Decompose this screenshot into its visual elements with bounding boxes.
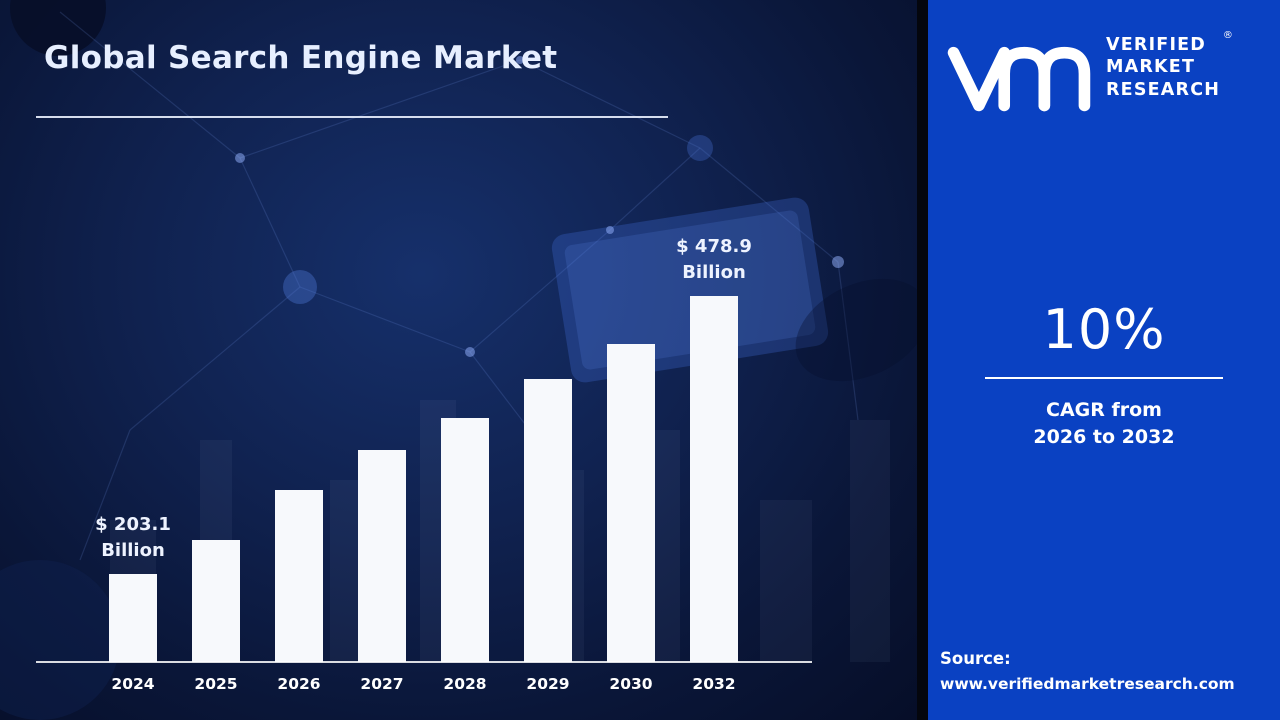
logo-line-3: RESEARCH (1106, 79, 1221, 100)
page-title: Global Search Engine Market (44, 40, 558, 76)
logo-line-2: MARKET (1106, 57, 1196, 78)
cagr-label-line-2: 2026 to 2032 (1033, 425, 1175, 448)
title-underline (36, 116, 668, 118)
cagr-value: 10% (1042, 298, 1166, 361)
bar-column: 2026 (275, 490, 323, 693)
bar-2026 (275, 490, 323, 662)
bar-2029 (524, 379, 572, 662)
cagr-label-line-1: CAGR from (1046, 399, 1162, 421)
bar-2030 (607, 344, 655, 662)
vmr-monogram-icon (947, 46, 1091, 112)
bar-value-label: $ 203.1 Billion (95, 513, 171, 561)
bar-2028 (441, 418, 489, 662)
x-axis-tick-label: 2028 (443, 675, 487, 693)
x-axis-line (36, 661, 812, 663)
bar-column: 2028 (441, 418, 489, 693)
bar-2027 (358, 450, 406, 662)
source-block: Source: www.verifiedmarketresearch.com (940, 646, 1235, 696)
chart-section: Global Search Engine Market $ 203.1 Billi… (0, 0, 917, 720)
bar-column: 2025 (192, 540, 240, 693)
source-label: Source: (940, 649, 1011, 669)
x-axis-tick-label: 2029 (526, 675, 570, 693)
x-axis-tick-label: 2026 (277, 675, 321, 693)
x-axis-tick-label: 2032 (692, 675, 736, 693)
info-panel: VERIFIED MARKET RESEARCH ® 10% CAGR from… (928, 0, 1280, 720)
x-axis-tick-label: 2027 (360, 675, 404, 693)
logo-line-1: VERIFIED (1106, 35, 1207, 55)
cagr-block: 10% CAGR from 2026 to 2032 (928, 298, 1280, 450)
bar-2032 (690, 296, 738, 662)
x-axis-tick-label: 2030 (609, 675, 653, 693)
source-url: www.verifiedmarketresearch.com (940, 674, 1235, 693)
registered-mark: ® (1222, 30, 1235, 41)
bar-column: $ 203.1 Billion 2024 (95, 514, 171, 693)
cagr-label: CAGR from 2026 to 2032 (928, 397, 1280, 450)
panel-divider (917, 0, 928, 720)
bar-2025 (192, 540, 240, 662)
bar-column: 2030 (607, 344, 655, 693)
bar-value-label: $ 478.9 Billion (676, 235, 752, 283)
cagr-divider (985, 377, 1223, 379)
vmr-logo: VERIFIED MARKET RESEARCH ® (944, 30, 1233, 116)
bar-2024 (109, 574, 157, 662)
bar-chart: $ 203.1 Billion 2024 2025 2026 2027 2028 2029 20… (95, 0, 752, 693)
bar-column: $ 478.9 Billion 2032 (676, 236, 752, 693)
bar-column: 2029 (524, 379, 572, 693)
x-axis-tick-label: 2024 (111, 675, 155, 693)
vmr-logo-text: VERIFIED MARKET RESEARCH ® (1106, 30, 1233, 101)
x-axis-tick-label: 2025 (194, 675, 238, 693)
bar-column: 2027 (358, 450, 406, 693)
